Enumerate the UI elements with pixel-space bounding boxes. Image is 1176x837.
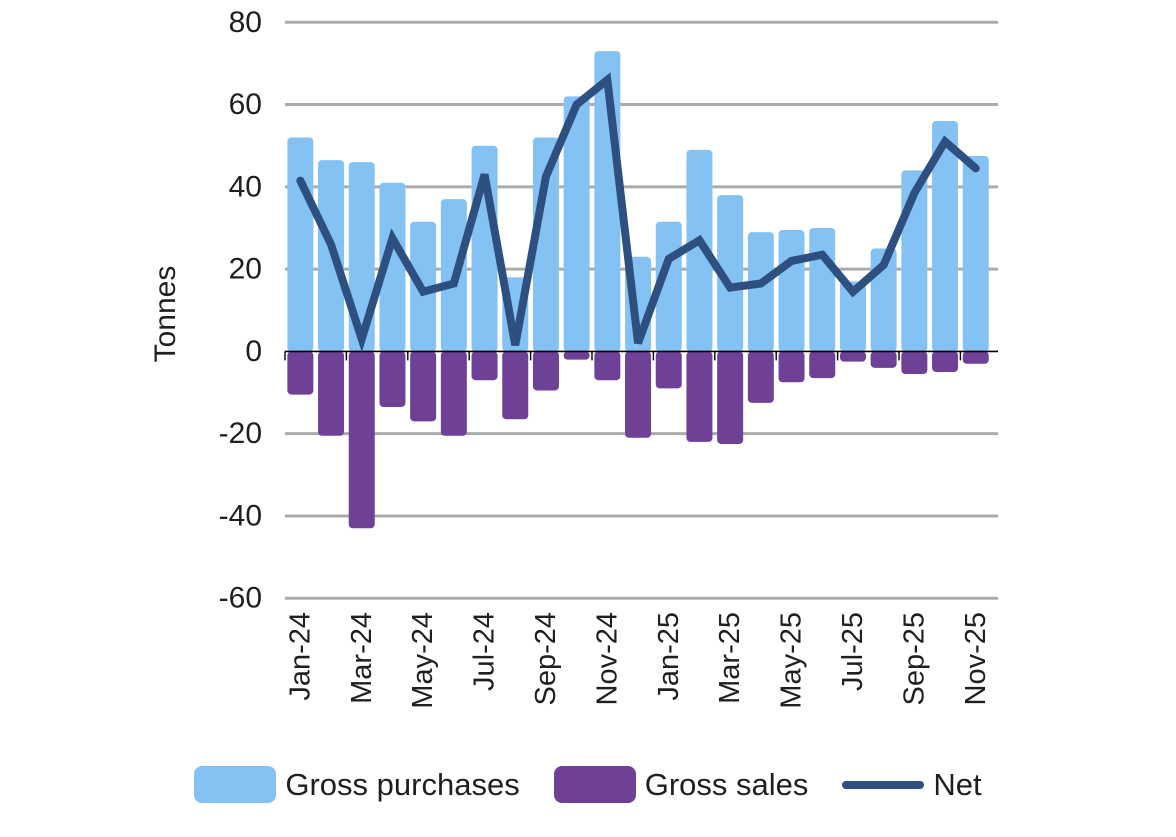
bar-gross-purchases-Jun-25 — [809, 227, 836, 352]
legend-swatch-gross-purchases-icon — [194, 766, 277, 803]
legend-label-net: Net — [933, 766, 982, 802]
x-tick-label-May-25: May-25 — [776, 612, 808, 709]
bar-gross-sales-Sep-25 — [901, 351, 928, 375]
y-tick-label-60: 60 — [229, 88, 262, 121]
bar-gross-purchases-Nov-25 — [962, 155, 989, 352]
bar-gross-sales-Dec-24 — [625, 351, 652, 438]
bar-gross-sales-Nov-24 — [594, 351, 621, 381]
bar-gross-sales-Oct-24 — [563, 351, 590, 360]
x-tick-label-Sep-25: Sep-25 — [898, 612, 930, 706]
bar-gross-sales-Feb-25 — [686, 351, 713, 442]
bar-gross-purchases-Oct-25 — [932, 121, 959, 352]
bar-gross-sales-Jul-24 — [471, 351, 498, 381]
bar-gross-purchases-Apr-24 — [379, 182, 406, 352]
x-tick-label-May-24: May-24 — [407, 612, 439, 709]
bar-gross-sales-May-24 — [410, 351, 437, 422]
bar-gross-sales-Sep-24 — [532, 351, 559, 391]
y-tick-label-40: 40 — [229, 170, 262, 203]
bar-gross-purchases-Apr-25 — [747, 232, 774, 352]
x-tick-label-Mar-24: Mar-24 — [346, 612, 378, 704]
y-tick-label--60: -60 — [219, 582, 262, 615]
bar-gross-sales-Aug-25 — [870, 351, 897, 368]
legend-item-net: Net — [842, 766, 982, 803]
bar-gross-sales-May-25 — [778, 351, 805, 383]
y-axis-title: Tonnes — [149, 265, 182, 363]
x-tick-label-Jan-25: Jan-25 — [653, 612, 685, 701]
net-line — [296, 72, 980, 353]
bar-gross-purchases-Mar-25 — [717, 195, 744, 352]
bar-gross-sales-Nov-25 — [962, 351, 989, 364]
bar-gross-sales-Aug-24 — [502, 351, 529, 420]
bar-gross-sales-Oct-25 — [932, 351, 959, 372]
x-tick-label-Jan-24: Jan-24 — [284, 612, 316, 701]
x-tick-label-Nov-25: Nov-25 — [960, 612, 992, 706]
x-tick-label-Mar-25: Mar-25 — [714, 612, 746, 704]
legend-item-gross-sales: Gross sales — [553, 766, 809, 803]
x-tick-label-Sep-24: Sep-24 — [530, 612, 562, 706]
bar-gross-purchases-Jul-25 — [839, 281, 866, 352]
legend-item-gross-purchases: Gross purchases — [194, 766, 520, 803]
bar-gross-sales-Jun-25 — [809, 351, 836, 379]
bar-gross-sales-Jun-24 — [440, 351, 467, 436]
legend-swatch-gross-sales-icon — [553, 766, 636, 803]
bar-gross-sales-Apr-25 — [747, 351, 774, 403]
bar-gross-purchases-May-25 — [778, 230, 805, 352]
y-tick-label-80: 80 — [229, 6, 262, 39]
bar-gross-purchases-Feb-25 — [686, 149, 713, 352]
y-tick-label-0: 0 — [245, 335, 262, 368]
x-tick-label-Nov-24: Nov-24 — [591, 612, 623, 706]
bar-gross-sales-Jan-25 — [655, 351, 682, 389]
y-tick-label-20: 20 — [229, 253, 262, 286]
bar-gross-sales-Jan-24 — [287, 351, 314, 395]
bar-gross-sales-Feb-24 — [318, 351, 345, 436]
legend-label-gross-sales: Gross sales — [644, 766, 809, 802]
x-tick-label-Jul-25: Jul-25 — [837, 612, 869, 691]
bar-gross-purchases-Jan-24 — [287, 137, 314, 352]
legend-label-gross-purchases: Gross purchases — [285, 766, 520, 802]
bar-gross-purchases-Oct-24 — [563, 96, 590, 352]
legend-swatch-net-line-icon — [842, 780, 925, 789]
x-tick-label-Jul-24: Jul-24 — [469, 612, 501, 691]
bar-gross-sales-Mar-24 — [348, 351, 375, 529]
bar-gross-sales-Apr-24 — [379, 351, 406, 407]
combo-chart: 80 60 40 20 0 -20 -40 -60 Jan-24 Mar-24 May-24 Jul-… — [219, 6, 998, 709]
bar-gross-sales-Jul-25 — [839, 351, 866, 362]
legend: Gross purchases Gross sales Net — [0, 766, 1176, 803]
y-tick-label--40: -40 — [219, 499, 262, 532]
y-tick-label--20: -20 — [219, 417, 262, 450]
bar-gross-sales-Mar-25 — [717, 351, 744, 444]
